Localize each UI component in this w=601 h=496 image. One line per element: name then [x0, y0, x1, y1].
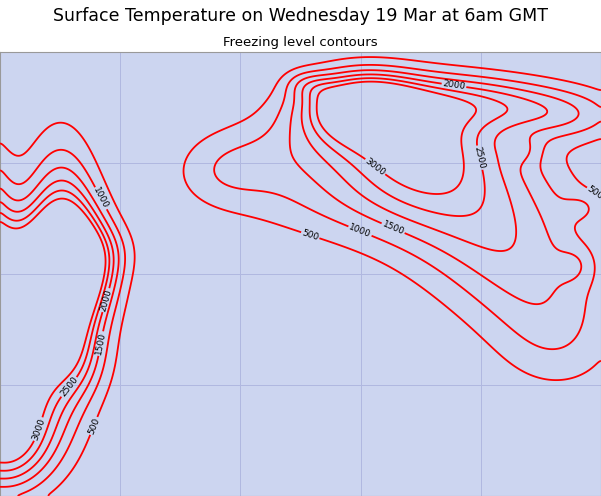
Text: 1000: 1000 — [91, 186, 110, 210]
Text: 1500: 1500 — [381, 220, 406, 237]
Text: 3000: 3000 — [364, 156, 387, 177]
Text: 1500: 1500 — [94, 331, 108, 356]
Text: Freezing level contours: Freezing level contours — [223, 36, 378, 49]
Text: 2000: 2000 — [99, 288, 114, 312]
Text: 500: 500 — [87, 416, 101, 435]
Text: 500: 500 — [585, 185, 601, 201]
Text: 500: 500 — [300, 228, 320, 242]
Text: 1000: 1000 — [347, 223, 373, 240]
Text: 2500: 2500 — [58, 375, 80, 399]
Text: 2000: 2000 — [442, 79, 466, 91]
Text: 2500: 2500 — [472, 145, 486, 170]
Text: 3000: 3000 — [31, 417, 47, 441]
Text: Surface Temperature on Wednesday 19 Mar at 6am GMT: Surface Temperature on Wednesday 19 Mar … — [53, 6, 548, 25]
